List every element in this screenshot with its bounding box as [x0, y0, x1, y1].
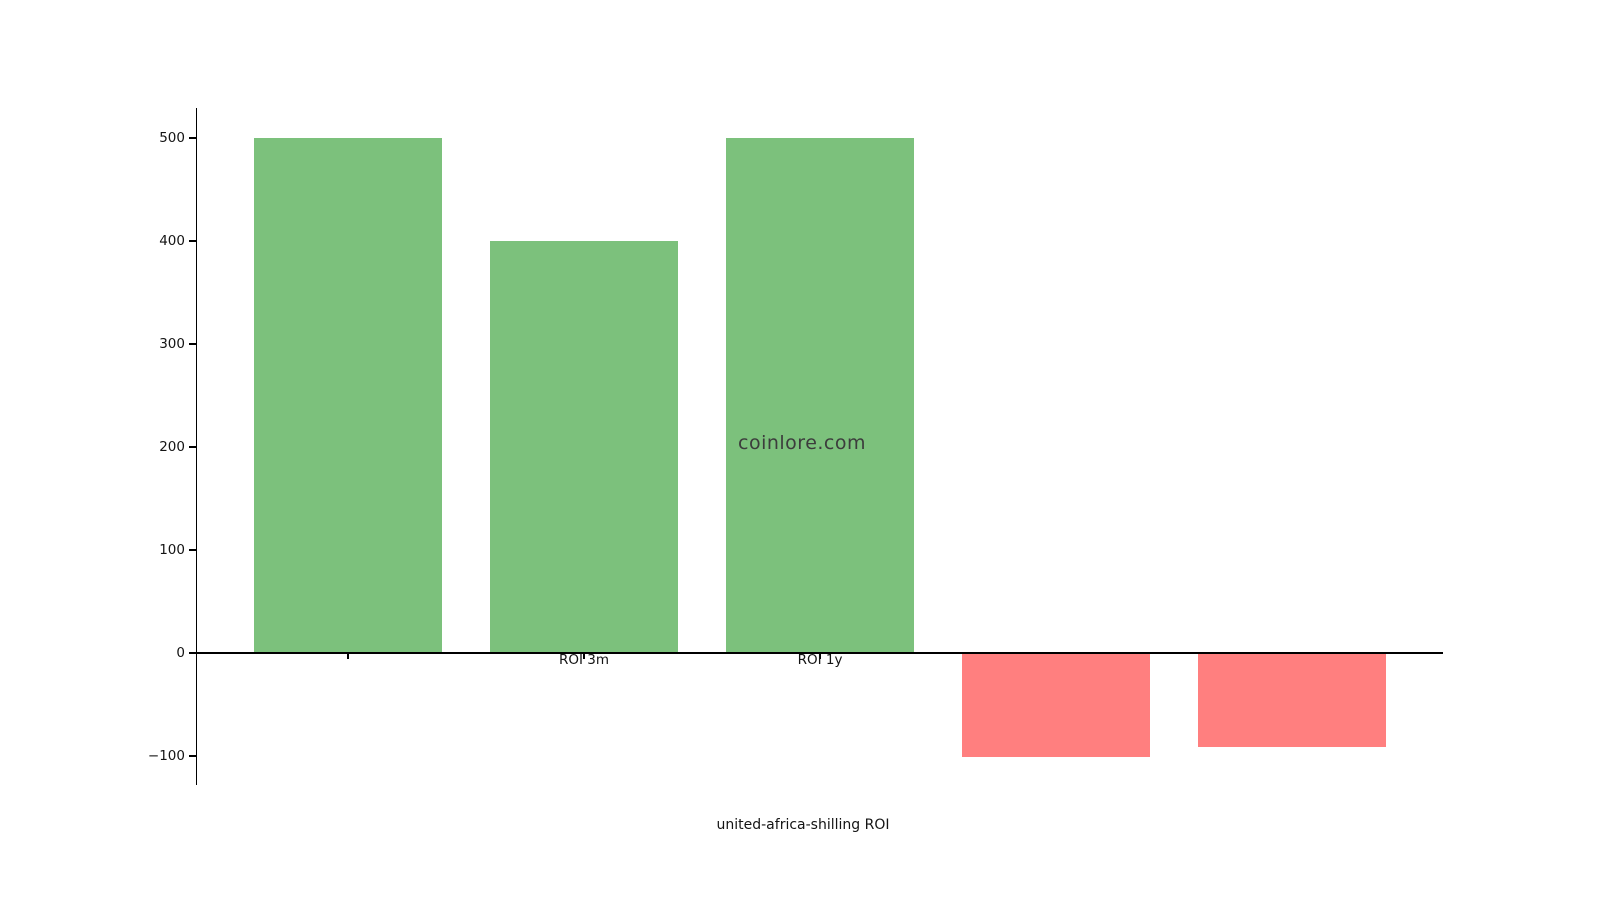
y-tick-label: 200	[159, 439, 185, 455]
y-tick-label: 100	[159, 542, 185, 559]
bar-roi-3m	[489, 240, 679, 654]
x-tick-mark	[819, 653, 821, 659]
y-tick-mark	[189, 755, 197, 757]
chart-title: united-africa-shilling ROI	[716, 817, 890, 833]
y-axis-spine	[196, 108, 198, 785]
plot-area: 500 400 300 200 100 0 −100 ROI 3m ROI 1y	[148, 108, 1443, 785]
bar-series-0	[253, 137, 443, 654]
y-tick-mark	[189, 446, 197, 448]
y-tick-label: 500	[159, 129, 185, 146]
x-axis-zero-line	[197, 652, 1443, 654]
x-tick-mark	[347, 653, 349, 659]
y-tick-mark	[189, 549, 197, 551]
x-tick-label: ROI 1y	[797, 652, 843, 669]
y-tick-mark	[189, 652, 197, 654]
y-tick-label: 400	[159, 232, 185, 249]
y-tick-mark	[189, 343, 197, 345]
y-tick-label: 0	[176, 645, 185, 662]
x-tick-label: ROI 3m	[558, 652, 610, 669]
bar-series-4	[1197, 653, 1387, 747]
y-tick-label: −100	[147, 748, 185, 765]
bar-roi-1y	[725, 137, 915, 654]
watermark-text: coinlore.com	[738, 432, 866, 454]
y-tick-mark	[189, 137, 197, 139]
x-tick-mark	[583, 653, 585, 659]
y-tick-label: 300	[159, 335, 185, 352]
y-tick-mark	[189, 240, 197, 242]
bar-series-3	[961, 653, 1151, 757]
